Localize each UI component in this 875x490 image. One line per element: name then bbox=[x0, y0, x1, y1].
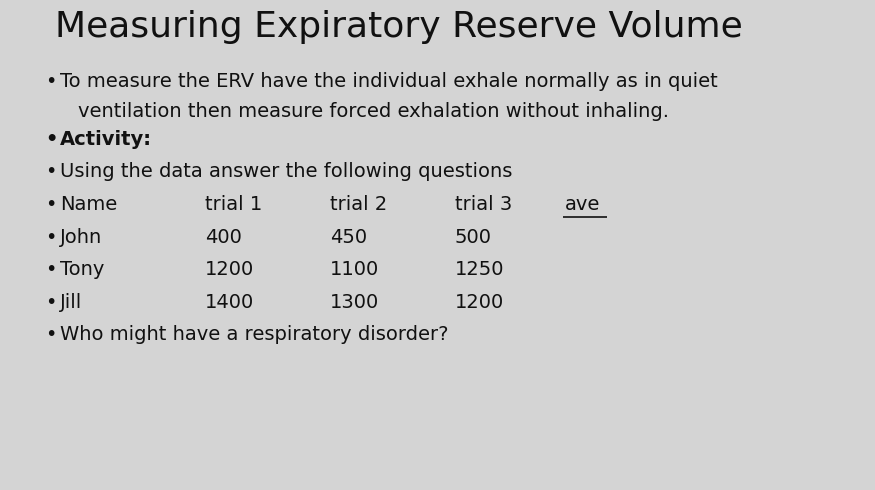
Text: 500: 500 bbox=[455, 228, 492, 247]
Text: ventilation then measure forced exhalation without inhaling.: ventilation then measure forced exhalati… bbox=[78, 102, 669, 121]
Text: •: • bbox=[45, 228, 56, 247]
Text: •: • bbox=[45, 72, 56, 91]
Text: 1100: 1100 bbox=[330, 260, 379, 279]
Text: 450: 450 bbox=[330, 228, 368, 247]
Text: 400: 400 bbox=[205, 228, 242, 247]
Text: 1200: 1200 bbox=[455, 293, 504, 312]
Text: Measuring Expiratory Reserve Volume: Measuring Expiratory Reserve Volume bbox=[55, 10, 743, 44]
Text: •: • bbox=[45, 325, 56, 344]
Text: 1400: 1400 bbox=[205, 293, 255, 312]
Text: 1200: 1200 bbox=[205, 260, 255, 279]
Text: John: John bbox=[60, 228, 102, 247]
Text: Tony: Tony bbox=[60, 260, 104, 279]
Text: •: • bbox=[45, 130, 58, 149]
Text: trial 1: trial 1 bbox=[205, 195, 262, 214]
Text: To measure the ERV have the individual exhale normally as in quiet: To measure the ERV have the individual e… bbox=[60, 72, 717, 91]
Text: trial 2: trial 2 bbox=[330, 195, 388, 214]
Text: •: • bbox=[45, 195, 56, 214]
Text: Jill: Jill bbox=[60, 293, 82, 312]
Text: •: • bbox=[45, 162, 56, 181]
Text: 1300: 1300 bbox=[330, 293, 379, 312]
Text: Name: Name bbox=[60, 195, 117, 214]
Text: •: • bbox=[45, 260, 56, 279]
Text: Activity:: Activity: bbox=[60, 130, 152, 149]
Text: trial 3: trial 3 bbox=[455, 195, 512, 214]
Text: Using the data answer the following questions: Using the data answer the following ques… bbox=[60, 162, 513, 181]
Text: 1250: 1250 bbox=[455, 260, 505, 279]
Text: ave: ave bbox=[565, 195, 600, 214]
Text: Who might have a respiratory disorder?: Who might have a respiratory disorder? bbox=[60, 325, 449, 344]
Text: •: • bbox=[45, 293, 56, 312]
